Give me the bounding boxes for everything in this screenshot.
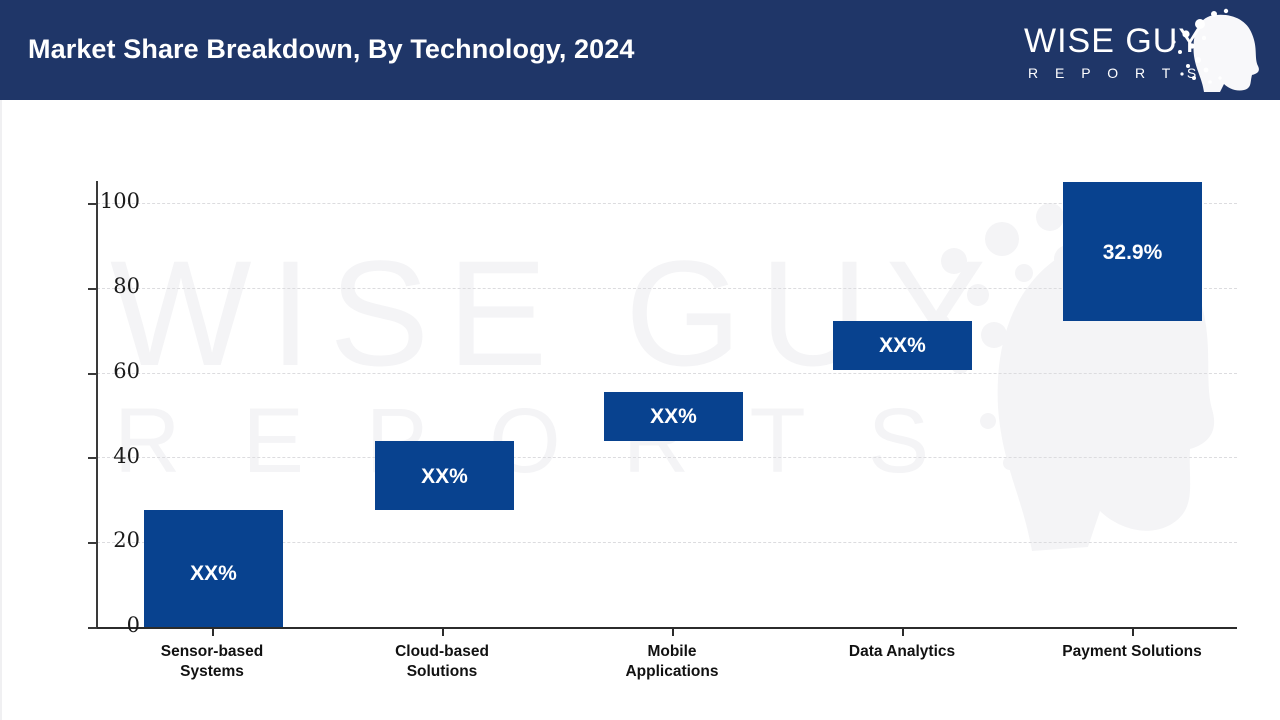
- x-tick-mark-4: [902, 627, 904, 636]
- gridline-20: [97, 542, 1237, 544]
- y-tick-label-0: 0: [126, 613, 140, 637]
- page-title: Market Share Breakdown, By Technology, 2…: [28, 34, 635, 64]
- y-tick-mark-20: [88, 542, 97, 545]
- bar-mobile-applications[interactable]: XX%: [604, 392, 743, 441]
- bar-label-data-analytics: XX%: [879, 334, 926, 358]
- gridline-40: [97, 457, 1237, 459]
- plot-area: XX% XX% XX% XX% 32.9% 100 80 60 40 20 0: [88, 181, 1237, 680]
- bar-label-cloud-based-solutions: XX%: [421, 464, 468, 488]
- bar-cloud-based-solutions[interactable]: XX%: [375, 440, 514, 511]
- bar-label-mobile-applications: XX%: [650, 405, 697, 429]
- x-tick-mark-5: [1132, 627, 1134, 636]
- bar-payment-solutions[interactable]: 32.9%: [1063, 182, 1202, 322]
- svg-text:R E P O R T S: R E P O R T S: [1028, 65, 1203, 81]
- x-tick-mark-1: [212, 627, 214, 636]
- y-tick-label-60: 60: [113, 359, 140, 383]
- y-tick-label-80: 80: [113, 274, 140, 298]
- x-axis-line: [96, 627, 1237, 629]
- y-tick-label-20: 20: [113, 528, 140, 552]
- y-tick-mark-80: [88, 287, 97, 290]
- chart-card: WISE GUY REPORTS: [0, 100, 1280, 720]
- y-tick-label-100: 100: [99, 189, 140, 213]
- x-tick-mark-2: [442, 627, 444, 636]
- bar-label-sensor-based-systems: XX%: [190, 562, 237, 586]
- x-tick-label-data-analytics: Data Analytics: [848, 643, 956, 660]
- gridline-100: [97, 203, 1237, 204]
- y-tick-label-40: 40: [113, 444, 140, 468]
- svg-text:WISE GUY: WISE GUY: [1024, 22, 1202, 60]
- bar-data-analytics[interactable]: XX%: [833, 321, 972, 370]
- bar-sensor-based-systems[interactable]: XX%: [144, 510, 283, 627]
- gridline-60: [97, 372, 1237, 374]
- bar-label-payment-solutions: 32.9%: [1102, 241, 1163, 264]
- x-tick-label-mobile-applications: Mobile Applications: [625, 643, 719, 680]
- x-tick-label-payment-solutions: Payment Solutions: [1062, 643, 1202, 660]
- y-axis-line: [96, 181, 98, 628]
- header-bar: Market Share Breakdown, By Technology, 2…: [0, 0, 1280, 100]
- y-tick-mark-0: [88, 627, 97, 629]
- y-tick-mark-60: [88, 372, 97, 375]
- gridline-80: [97, 287, 1237, 289]
- x-tick-label-sensor-based-systems: Sensor-based Systems: [160, 643, 264, 680]
- y-tick-mark-100: [88, 203, 97, 205]
- x-tick-mark-3: [672, 627, 674, 636]
- x-tick-label-cloud-based-solutions: Cloud-based Solutions: [395, 643, 489, 680]
- wise-guy-reports-logo: WISE GUY R E P O R T S: [1014, 8, 1272, 94]
- y-tick-mark-40: [88, 457, 97, 460]
